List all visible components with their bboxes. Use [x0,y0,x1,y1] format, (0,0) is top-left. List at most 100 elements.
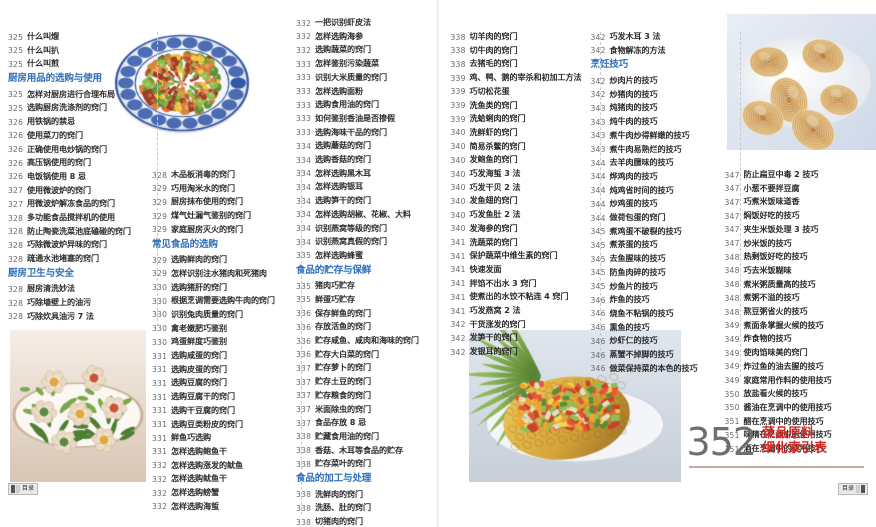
toc-entry[interactable]: 332 怎样选购鱿鱼干 [152,472,297,486]
toc-entry[interactable]: 331 选购干豆腐的窍门 [152,404,297,418]
toc-entry[interactable]: 338 切羊肉的窍门 [451,30,596,44]
toc-entry[interactable]: 334 选购蘑菇的窍门 [296,139,438,153]
toc-entry[interactable]: 328 巧除炊具油污 7 法 [8,310,153,324]
toc-entry[interactable]: 348 熬豆粥省火的技巧 [725,305,875,319]
toc-entry[interactable]: 340 简易杀鳖的窍门 [451,140,596,154]
toc-entry[interactable]: 349 炸食物的技巧 [725,332,875,346]
toc-entry[interactable]: 331 选购豆腐的窍门 [152,376,297,390]
toc-entry[interactable]: 337 贮存萝卜的窍门 [296,361,438,375]
toc-entry[interactable]: 337 贮存土豆的窍门 [296,375,438,389]
toc-entry[interactable]: 341 使煮出的水饺不粘连 4 窍门 [451,290,596,304]
toc-entry[interactable]: 328 疏通水池堵塞的窍门 [8,252,153,266]
toc-entry[interactable]: 331 选购咸蛋的窍门 [152,349,297,363]
toc-entry[interactable]: 325 选购厨房洗涤剂的窍门 [8,101,153,115]
toc-entry[interactable]: 329 怎样识别注水猪肉和死猪肉 [152,267,297,281]
toc-entry[interactable]: 336 贮存大白菜的窍门 [296,348,438,362]
toc-entry[interactable]: 337 贮存粮食的窍门 [296,389,438,403]
toc-entry[interactable]: 326 正确使用电炒锅的窍门 [8,143,153,157]
toc-entry[interactable]: 343 炖牛肉的技巧 [591,115,736,129]
toc-entry[interactable]: 330 根据烹调需要选购牛肉的窍门 [152,294,297,308]
toc-entry[interactable]: 340 发鲍鱼的窍门 [451,153,596,167]
toc-entry[interactable]: 327 用微波炉解冻食品的窍门 [8,197,153,211]
toc-entry[interactable]: 327 使用微波炉的窍门 [8,184,153,198]
toc-entry[interactable]: 348 巧去米饭糊味 [725,264,875,278]
toc-entry[interactable]: 345 炒鱼片的技巧 [591,280,736,294]
toc-entry[interactable]: 340 巧发干贝 2 法 [451,181,596,195]
toc-entry[interactable]: 331 选购豆腐干的窍门 [152,390,297,404]
toc-entry[interactable]: 345 煮鸡蛋不破裂的技巧 [591,225,736,239]
toc-entry[interactable]: 339 洗蛤蜊肉的窍门 [451,112,596,126]
toc-entry[interactable]: 329 家庭厨房灭火的窍门 [152,223,297,237]
toc-entry[interactable]: 340 巧发鱼肚 2 法 [451,208,596,222]
toc-entry[interactable]: 326 使用菜刀的窍门 [8,129,153,143]
toc-entry[interactable]: 326 高压锅使用的窍门 [8,156,153,170]
toc-entry[interactable]: 344 炖鸡省时间的技巧 [591,184,736,198]
toc-entry[interactable]: 347 炒米饭的技巧 [725,237,875,251]
toc-entry[interactable]: 350 酱油在烹调中的使用技巧 [725,401,875,415]
toc-entry[interactable]: 341 快速发面 [451,263,596,277]
toc-entry[interactable]: 330 鸡蛋鲜度巧鉴别 [152,335,297,349]
toc-entry[interactable]: 333 选购海味干品的窍门 [296,126,438,140]
toc-entry[interactable]: 341 巧发燕窝 2 法 [451,304,596,318]
toc-entry[interactable]: 334 识别燕窝等级的窍门 [296,222,438,236]
toc-entry[interactable]: 338 切猪肉的窍门 [296,515,438,527]
toc-entry[interactable]: 336 保存鲜鱼的窍门 [296,307,438,321]
toc-entry[interactable]: 331 怎样选购鲍鱼干 [152,445,297,459]
toc-entry[interactable]: 347 焖饭好吃的技巧 [725,209,875,223]
toc-entry[interactable]: 338 切牛肉的窍门 [451,44,596,58]
toc-entry[interactable]: 335 怎样选购蜂蜜 [296,249,438,263]
toc-entry[interactable]: 346 烧鱼不粘锅的技巧 [591,307,736,321]
toc-entry[interactable]: 333 怎样选购面粉 [296,85,438,99]
toc-entry[interactable]: 334 识别燕窝真假的窍门 [296,235,438,249]
toc-entry[interactable]: 333 选购食用油的窍门 [296,98,438,112]
toc-entry[interactable]: 335 鲜蛋巧贮存 [296,293,438,307]
toc-entry[interactable]: 329 厨房抹布使用的窍门 [152,195,297,209]
toc-entry[interactable]: 338 香菇、木耳等食品的贮存 [296,444,438,458]
toc-entry[interactable]: 340 洗鲜虾的窍门 [451,126,596,140]
toc-entry[interactable]: 343 煮牛肉炒得鲜嫩的技巧 [591,129,736,143]
toc-entry[interactable]: 345 去鱼腥味的技巧 [591,252,736,266]
toc-entry[interactable]: 339 洗鱼类的窍门 [451,99,596,113]
toc-entry[interactable]: 332 怎样选购海参 [296,30,438,44]
toc-entry[interactable]: 329 巧用淘米水的窍门 [152,182,297,196]
toc-entry[interactable]: 339 巧切松花蛋 [451,85,596,99]
toc-entry[interactable]: 337 米面除虫的窍门 [296,403,438,417]
toc-entry[interactable]: 349 使肉馅味美的窍门 [725,346,875,360]
toc-entry[interactable]: 330 识别兔肉质量的窍门 [152,308,297,322]
toc-entry[interactable]: 332 怎样选购海蜇 [152,500,297,514]
toc-entry[interactable]: 334 选购笋干的窍门 [296,194,438,208]
toc-entry[interactable]: 342 炒猪肉的技巧 [591,88,736,102]
toc-entry[interactable]: 342 发笋干的窍门 [451,331,596,345]
toc-entry[interactable]: 328 厨房清洗妙法 [8,282,153,296]
toc-entry[interactable]: 334 怎样选购银耳 [296,180,438,194]
toc-entry[interactable]: 346 熏鱼的技巧 [591,321,736,335]
toc-entry[interactable]: 342 巧发木耳 3 法 [591,30,736,44]
toc-entry[interactable]: 338 贮藏食用油的窍门 [296,430,438,444]
toc-entry[interactable]: 347 小葱不要拌豆腐 [725,182,875,196]
toc-entry[interactable]: 328 多功能食品搅拌机的使用 [8,211,153,225]
toc-entry[interactable]: 346 蒸蟹不掉脚的技巧 [591,348,736,362]
toc-entry[interactable]: 332 怎样选购涨发的鱿鱼 [152,459,297,473]
toc-entry[interactable]: 325 怎样对厨房进行合理布局 [8,88,153,102]
toc-entry[interactable]: 332 怎样选购螃蟹 [152,486,297,500]
toc-entry[interactable]: 336 存放活鱼的窍门 [296,320,438,334]
toc-entry[interactable]: 335 猪肉巧贮存 [296,279,438,293]
toc-entry[interactable]: 330 选购猪肝的窍门 [152,281,297,295]
toc-entry[interactable]: 345 煮茶蛋的技巧 [591,238,736,252]
toc-entry[interactable]: 340 发鱼翅的窍门 [451,194,596,208]
toc-entry[interactable]: 339 鸡、鸭、鹅的宰杀和初加工方法 [451,71,596,85]
toc-entry[interactable]: 344 去羊肉膻味的技巧 [591,156,736,170]
toc-entry[interactable]: 334 怎样选购胡椒、花椒、大料 [296,208,438,222]
toc-entry[interactable]: 349 炸过鱼的油去腥的技巧 [725,360,875,374]
toc-entry[interactable]: 349 家庭常用作料的使用技巧 [725,374,875,388]
toc-entry[interactable]: 342 发银耳的窍门 [451,345,596,359]
toc-entry[interactable]: 326 用铁锅的禁忌 [8,115,153,129]
toc-entry[interactable]: 346 炒虾仁的技巧 [591,334,736,348]
toc-entry[interactable]: 347 防止扁豆中毒 2 技巧 [725,168,875,182]
toc-entry[interactable]: 342 食物解冻的方法 [591,44,736,58]
toc-entry[interactable]: 329 选购鲜肉的窍门 [152,253,297,267]
toc-entry[interactable]: 328 木品板消毒的窍门 [152,168,297,182]
toc-entry[interactable]: 340 巧发海蜇 3 法 [451,167,596,181]
toc-entry[interactable]: 337 食品存放 8 忌 [296,416,438,430]
toc-entry[interactable]: 325 什么叫煎 [8,57,153,71]
